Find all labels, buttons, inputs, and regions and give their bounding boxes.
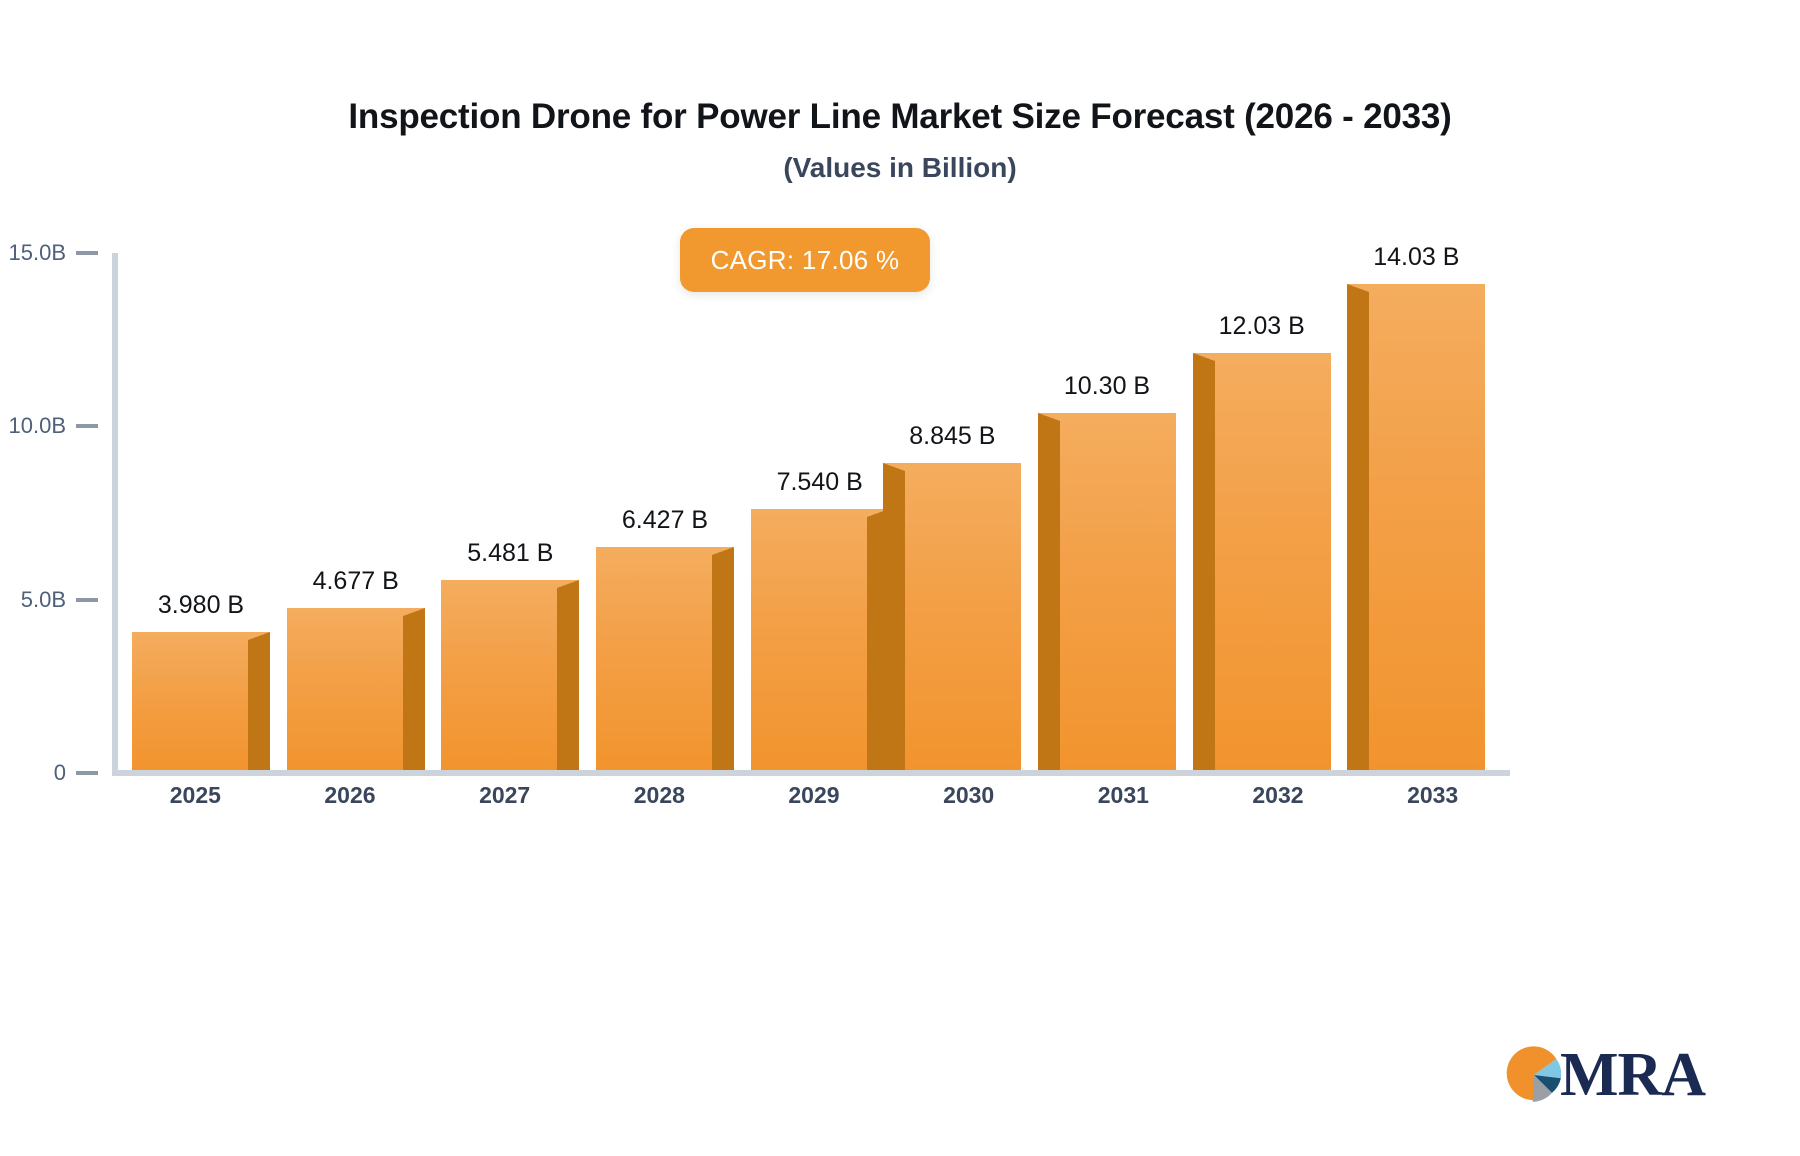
bar-front-face <box>1369 283 1486 770</box>
y-axis-tick-label: 0 <box>53 760 66 785</box>
pie-chart-icon <box>1506 1046 1562 1102</box>
bar-column[interactable]: 12.03 B <box>1192 293 1356 770</box>
bar-front-face <box>1214 352 1331 770</box>
x-axis-line <box>112 770 1510 776</box>
bar-column[interactable]: 7.540 B <box>737 449 892 770</box>
bar-top-face <box>1038 412 1060 421</box>
cagr-badge-label: CAGR: 17.06 % <box>710 244 900 275</box>
x-axis-category-label: 2029 <box>788 782 840 808</box>
y-axis-tick-mark <box>76 597 98 602</box>
bar-side-face <box>1192 360 1215 770</box>
x-axis-category-label: 2028 <box>633 782 685 808</box>
bar-value-label: 4.677 B <box>312 566 399 595</box>
bar-side-face <box>866 516 889 770</box>
bar-front-face <box>441 580 558 770</box>
bar-front-face <box>905 463 1022 770</box>
bar-value-label: 8.845 B <box>909 422 996 451</box>
y-axis-tick-label: 10.0B <box>8 413 67 439</box>
plot-area: 0 5.0B 10.0B 15.0B 3.980 B 4.677 B 5.481 B 6.4… <box>9 240 1510 785</box>
bar-column[interactable]: 3.980 B <box>118 572 273 770</box>
y-axis-tick-mark <box>76 771 98 775</box>
bar-side-face <box>402 615 425 770</box>
bar-front-face <box>750 508 867 770</box>
chart-subtitle: (Values in Billion) <box>783 152 1017 183</box>
logo-wordmark: MRA <box>1560 1041 1706 1109</box>
bar-column[interactable]: 8.845 B <box>883 403 1046 770</box>
x-axis-category-label: 2031 <box>1097 782 1149 808</box>
x-axis-category-label: 2027 <box>479 782 531 808</box>
bar-top-face <box>712 547 734 556</box>
x-axis-labels: 2025 2026 2027 2028 2029 2030 2031 2032 2033 <box>112 782 1510 822</box>
bar-front-face <box>596 547 712 770</box>
bar-top-face <box>402 607 425 616</box>
bar-front-face <box>286 607 403 770</box>
bar-top-face <box>557 580 580 588</box>
y-axis-line <box>112 253 118 773</box>
bar-side-face <box>883 471 906 770</box>
mra-logo: MRA <box>1502 1036 1706 1114</box>
bar-series: 3.980 B 4.677 B 5.481 B 6.427 B 7.540 B 8.845… <box>118 243 1510 770</box>
y-axis-tick-label: 5.0B <box>20 586 66 612</box>
bar-column[interactable]: 14.03 B <box>1347 224 1510 770</box>
bar-value-label: 3.980 B <box>157 591 245 620</box>
bar-value-label: 6.427 B <box>621 506 709 535</box>
bar-top-face <box>866 508 889 517</box>
bar-front-face <box>132 632 248 770</box>
bar-column[interactable]: 6.427 B <box>582 487 737 770</box>
bar-column[interactable]: 4.677 B <box>273 548 428 770</box>
bar-value-label: 12.03 B <box>1218 311 1305 340</box>
bar-front-face <box>1060 412 1176 770</box>
x-axis-category-label: 2033 <box>1407 782 1459 808</box>
cagr-badge: CAGR: 17.06 % <box>680 228 930 292</box>
bar-side-face <box>1347 291 1370 770</box>
bar-value-label: 10.30 B <box>1063 371 1151 400</box>
bar-side-face <box>1038 420 1060 770</box>
x-axis-category-label: 2032 <box>1252 782 1304 808</box>
bar-top-face <box>1192 352 1215 361</box>
bar-side-face <box>557 588 580 770</box>
bar-value-label: 5.481 B <box>467 539 554 567</box>
bar-column[interactable]: 10.30 B <box>1038 353 1201 770</box>
title-block: Inspection Drone for Power Line Market S… <box>0 96 1800 185</box>
y-axis-tick-label: 15.0B <box>8 240 67 265</box>
bar-top-face <box>1347 283 1370 292</box>
y-axis-labels: 0 5.0B 10.0B 15.0B <box>0 240 112 785</box>
x-axis-category-label: 2030 <box>943 782 995 808</box>
bar-column[interactable]: 5.481 B <box>427 520 582 770</box>
y-axis-tick-mark <box>76 251 98 255</box>
x-axis-category-label: 2026 <box>324 782 376 808</box>
page-title: Inspection Drone for Power Line Market S… <box>348 97 1452 136</box>
bar-side-face <box>712 555 734 770</box>
bar-top-face <box>883 463 906 472</box>
x-axis-category-label: 2025 <box>169 782 221 808</box>
bar-value-label: 14.03 B <box>1373 242 1460 271</box>
bar-top-face <box>248 632 270 641</box>
y-axis-tick-mark <box>76 424 98 429</box>
bar-side-face <box>248 640 270 770</box>
bar-value-label: 7.540 B <box>776 467 863 496</box>
